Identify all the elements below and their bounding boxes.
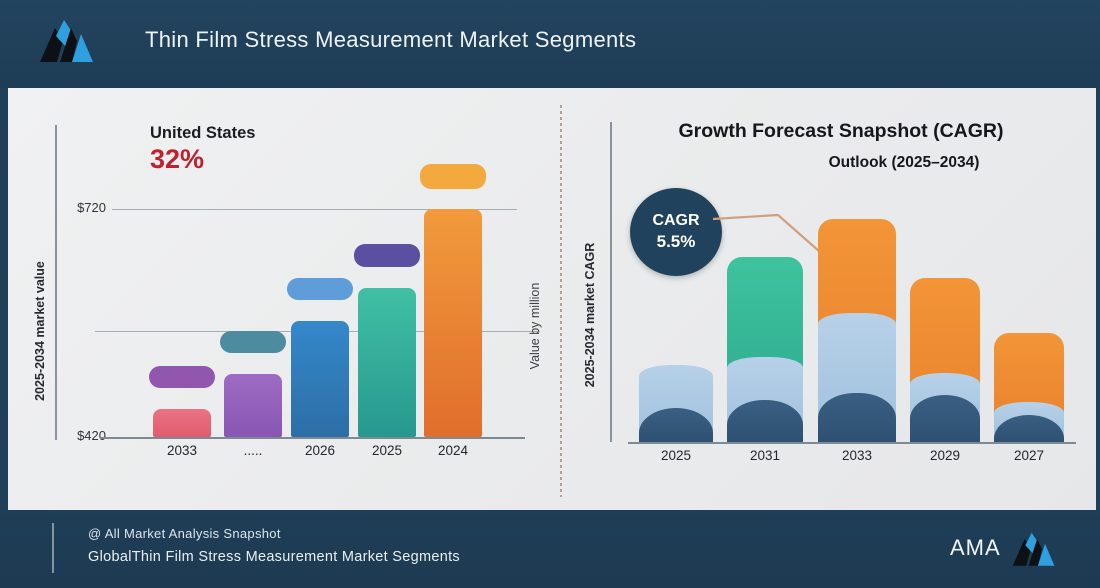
us-chart-y-axis: [55, 125, 57, 440]
bar-cap-.....: [220, 330, 286, 353]
bar-2033: [153, 408, 211, 437]
cagr-chart-plot: 2025 2031 2033 2029 2027: [8, 88, 1096, 510]
x-tick-label: 2026: [304, 443, 336, 458]
cagr-badge-label: CAGR: [652, 212, 700, 230]
y-tick-label: $420: [77, 428, 106, 443]
x-tick-label: 2025: [660, 448, 692, 463]
bar-cap-2024: [420, 164, 486, 189]
footer-credit: @ All Market Analysis Snapshot: [88, 526, 281, 541]
bar-cap-2033: [149, 365, 215, 388]
bar-2031-layer-navy: [727, 400, 803, 442]
cagr-chart-subtitle: Outlook (2025–2034): [828, 154, 980, 171]
charts-panel: 2025-2034 market value United States 32%…: [8, 88, 1096, 510]
bar-cap-2026: [287, 277, 353, 300]
header-bar: Thin Film Stress Measurement Market Segm…: [0, 0, 1100, 88]
x-tick-label: .....: [243, 443, 263, 458]
badge-connector-line: [712, 213, 821, 253]
footer-ama-logo-icon: [1012, 532, 1055, 566]
us-chart-plot: $720 $420 2033..... 2026 2025 2024: [8, 88, 568, 510]
cagr-chart-title: Growth Forecast Snapshot (CAGR): [678, 120, 1004, 142]
x-tick-label: 2024: [437, 443, 469, 458]
us-chart-region-label: United States: [150, 124, 256, 142]
cagr-badge: CAGR 5.5%: [630, 188, 722, 276]
footer-divider-line: [52, 523, 54, 573]
x-tick-label: 2033: [841, 448, 873, 463]
cagr-badge-value: 5.5%: [656, 232, 696, 252]
bar-2033-layer-navy: [818, 393, 896, 442]
x-tick-label: 2027: [1013, 448, 1045, 463]
bar-2024: [424, 209, 482, 437]
y-tick-label: $720: [77, 200, 106, 215]
bar-.....: [224, 373, 282, 437]
x-axis-line: [628, 442, 1076, 444]
bar-2026: [291, 320, 349, 437]
footer-caption: GlobalThin Film Stress Measurement Marke…: [88, 549, 460, 565]
x-tick-label: 2029: [929, 448, 961, 463]
footer-brand-text: AMA: [950, 535, 1001, 560]
bar-2029-layer-navy: [910, 395, 980, 442]
bar-2025-layer-navy: [639, 408, 713, 442]
footer-bar: @ All Market Analysis Snapshot GlobalThi…: [0, 510, 1100, 588]
x-tick-label: 2025: [371, 443, 403, 458]
us-chart-highlight-value: 32%: [150, 144, 205, 174]
x-axis-line: [100, 437, 525, 439]
x-tick-label: 2031: [749, 448, 781, 463]
ama-logo-icon: [40, 20, 93, 62]
bar-cap-2025: [354, 244, 420, 267]
section-divider: [560, 105, 562, 497]
bar-2025: [358, 288, 416, 437]
x-tick-label: 2033: [166, 443, 198, 458]
cagr-chart-y-axis: [610, 122, 612, 442]
gridline: [112, 209, 517, 210]
page-title: Thin Film Stress Measurement Market Segm…: [145, 27, 637, 52]
